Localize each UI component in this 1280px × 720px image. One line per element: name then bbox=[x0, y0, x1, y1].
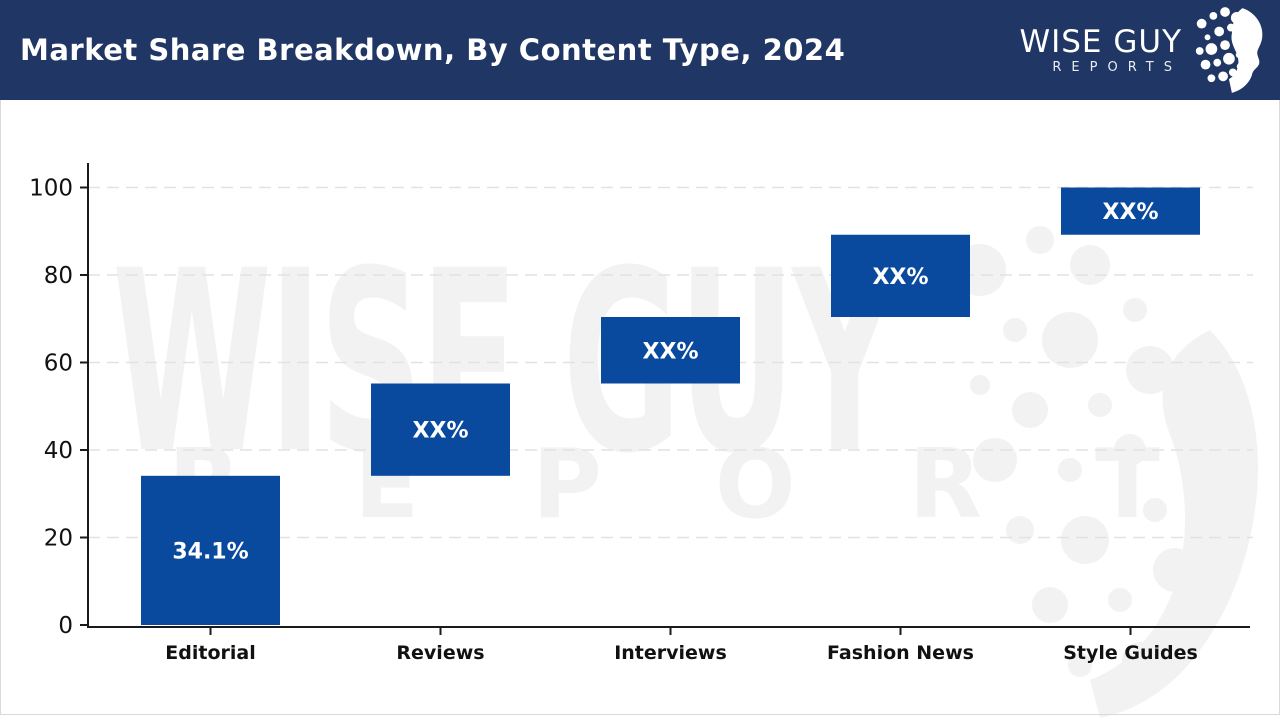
logo: WISE GUY REPORTS bbox=[1019, 6, 1280, 94]
page-title: Market Share Breakdown, By Content Type,… bbox=[20, 33, 846, 67]
x-axis-label-fashion-news: Fashion News bbox=[827, 642, 974, 664]
bar-value-label-fashion-news: XX% bbox=[873, 265, 929, 290]
header: Market Share Breakdown, By Content Type,… bbox=[0, 0, 1280, 100]
logo-face-icon bbox=[1195, 7, 1263, 93]
x-axis-label-interviews: Interviews bbox=[614, 642, 727, 664]
x-axis-label-reviews: Reviews bbox=[396, 642, 484, 664]
watermark-subtitle: R E P O R T S bbox=[168, 430, 1280, 540]
y-axis-label-20: 20 bbox=[44, 526, 73, 552]
bar-value-label-reviews: XX% bbox=[413, 419, 469, 444]
bar-interviews bbox=[601, 317, 740, 384]
bar-reviews bbox=[371, 383, 510, 476]
bar-fashion-news bbox=[831, 234, 970, 317]
bar-value-label-style-guides: XX% bbox=[1103, 200, 1159, 225]
x-axis-label-editorial: Editorial bbox=[165, 642, 255, 664]
logo-wordmark: WISE GUY bbox=[1019, 23, 1182, 60]
x-axis-label-style-guides: Style Guides bbox=[1063, 642, 1198, 664]
bar-editorial bbox=[141, 475, 280, 625]
y-axis-label-80: 80 bbox=[44, 263, 73, 289]
logo-subtitle: REPORTS bbox=[1052, 59, 1182, 75]
bar-value-label-interviews: XX% bbox=[643, 339, 699, 364]
watermark-face-dots bbox=[954, 226, 1258, 718]
logo-text: WISE GUY REPORTS bbox=[1019, 23, 1182, 75]
y-axis-label-100: 100 bbox=[29, 176, 73, 202]
y-axis-label-60: 60 bbox=[44, 351, 73, 377]
waterfall-chart: 34.1% Editorial XX% Reviews XX% Interviews XX%… bbox=[29, 163, 1253, 664]
bar-style-guides bbox=[1061, 187, 1200, 235]
bar-value-label-editorial: 34.1% bbox=[172, 539, 248, 564]
y-axis-label-40: 40 bbox=[44, 438, 73, 464]
y-axis-label-0: 0 bbox=[58, 613, 73, 639]
chart-area: WISE GUY R E P O R T S 34.1% Editorial XX%… bbox=[0, 100, 1280, 720]
